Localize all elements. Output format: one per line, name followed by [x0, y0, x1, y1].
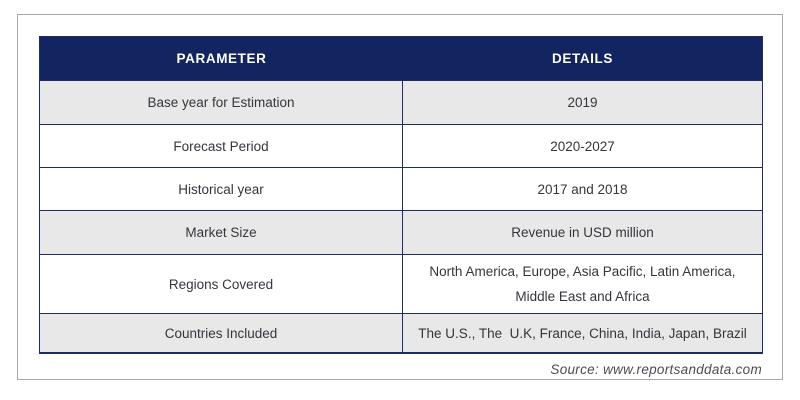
table-row-base-year: Base year for Estimation 2019 [40, 80, 762, 124]
table-row-historical-year: Historical year 2017 and 2018 [40, 167, 762, 210]
details-cell: 2017 and 2018 [537, 181, 628, 197]
parameter-cell: Regions Covered [40, 255, 403, 313]
details-cell: 2019 [567, 95, 598, 110]
details-cell: North America, Europe, Asia Pacific, Lat… [429, 264, 740, 304]
parameter-cell: Base year for Estimation [40, 81, 403, 124]
details-cell: 2020-2027 [550, 138, 615, 154]
details-cell: Revenue in USD million [511, 225, 654, 240]
report-scope-table: PARAMETER DETAILS Base year for Estimati… [39, 36, 763, 354]
header-parameter: PARAMETER [176, 51, 267, 66]
header-details: DETAILS [552, 51, 613, 66]
details-cell: The U.S., The U.K, France, China, India,… [418, 325, 747, 341]
table-row-forecast-period: Forecast Period 2020-2027 [40, 124, 762, 167]
parameter-cell: Forecast Period [40, 125, 403, 167]
source-attribution: Source: www.reportsanddata.com [550, 362, 762, 377]
table-row-countries-included: Countries Included The U.S., The U.K, Fr… [40, 313, 762, 352]
table-header-row: PARAMETER DETAILS [40, 37, 762, 80]
table-row-market-size: Market Size Revenue in USD million [40, 210, 762, 254]
table-row-regions-covered: Regions Covered North America, Europe, A… [40, 254, 762, 313]
parameter-cell: Historical year [40, 168, 403, 210]
parameter-cell: Countries Included [40, 314, 403, 352]
report-scope-card: PARAMETER DETAILS Base year for Estimati… [17, 14, 783, 380]
parameter-cell: Market Size [40, 211, 403, 254]
